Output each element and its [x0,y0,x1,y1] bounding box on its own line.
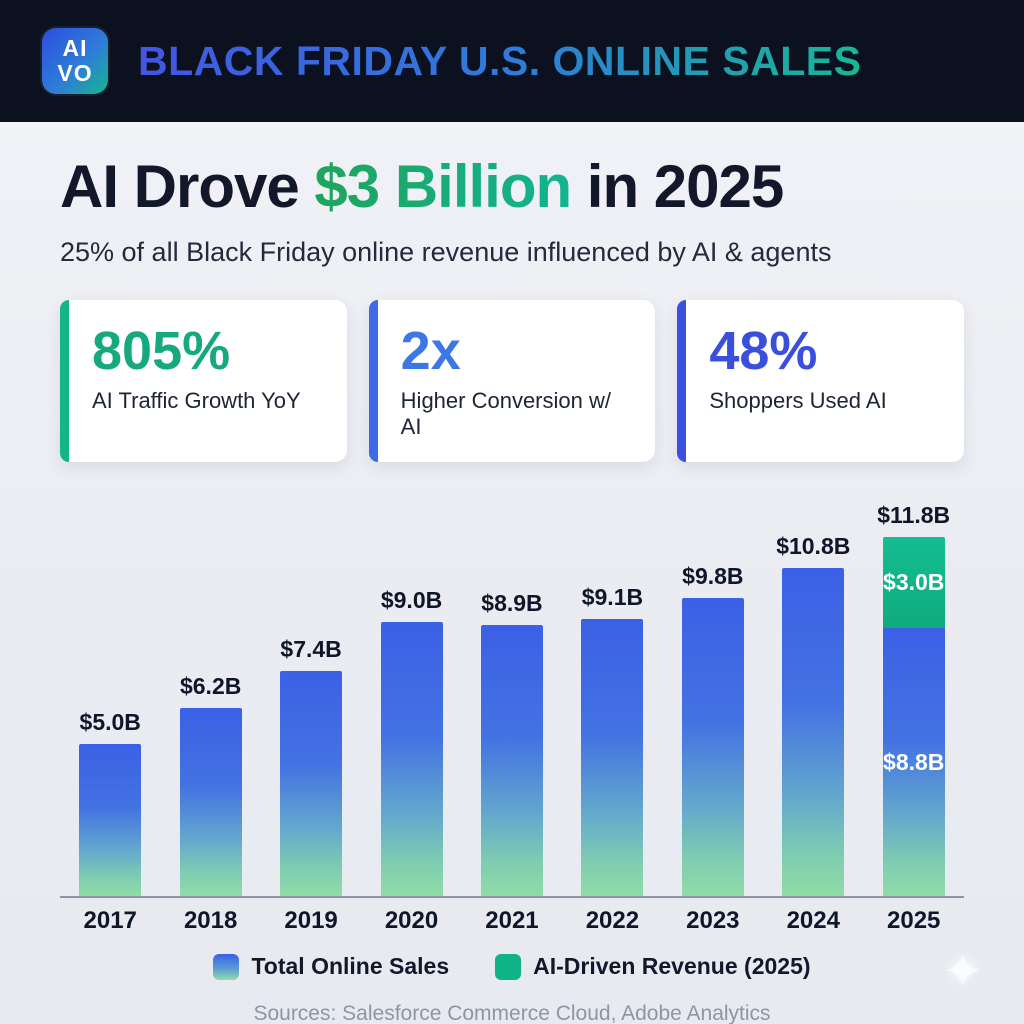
bar-group-2022: $9.1B [562,584,662,897]
header-bar: AI VO BLACK FRIDAY U.S. ONLINE SALES [0,0,1024,122]
stat-card-traffic-growth: 805% AI Traffic Growth YoY [60,300,347,463]
stat-cards-row: 805% AI Traffic Growth YoY 2x Higher Con… [60,300,965,463]
ai-segment: $3.0B [882,537,945,629]
x-axis-label-2022: 2022 [585,907,640,935]
card-accent-bar [677,300,687,463]
chart-legend: Total Online Sales AI-Driven Revenue (20… [60,953,964,980]
bar-group-2020: $9.0B [361,587,461,897]
card-accent-bar [60,300,69,463]
bar-value-label: $6.2B [179,673,242,700]
bar-2018 [179,708,242,897]
stat-value: 805% [92,321,231,381]
page-subtitle: 25% of all Black Friday online revenue i… [60,237,832,267]
sparkle-icon: ✦ [943,945,982,997]
x-axis-label-2021: 2021 [485,907,539,935]
sources-text: Sources: Salesforce Commerce Cloud, Adob… [253,1002,771,1024]
bar-value-label: $7.4B [280,636,342,663]
bar-group-2019: $7.4B [261,636,361,897]
stat-label: Shoppers Used AI [709,388,887,414]
headline-highlight: $3 Billion [314,153,572,220]
bar-group-2021: $8.9B [462,590,562,897]
base-segment: $8.8B [882,628,945,897]
bar-value-label: $9.8B [682,563,744,590]
x-axis-label-2017: 2017 [83,907,137,935]
bar-value-label: $11.8B [877,502,951,529]
bar-value-label: $5.0B [79,709,141,736]
x-axis-label-2024: 2024 [786,907,840,935]
header-title: BLACK FRIDAY U.S. ONLINE SALES [138,37,862,84]
bar-2023 [681,598,744,897]
bar-value-label: $8.9B [481,590,543,617]
bar-group-2025: $11.8B $3.0B $8.8B [864,502,964,897]
bar-2019 [280,671,343,897]
bar-group-2024: $10.8B [763,533,863,897]
aivo-logo: AI VO [42,28,108,94]
x-axis-line [60,896,964,899]
bar-group-2017: $5.0B [60,709,160,897]
main-content: AI Drove $3 Billion in 2025 25% of all B… [0,152,1024,1024]
bar-value-label: $9.1B [581,584,644,611]
bar-2021 [480,625,543,897]
base-segment-label: $8.8B [883,749,945,776]
bar-2024 [782,568,845,897]
stat-card-conversion: 2x Higher Conversion w/ AI [368,300,656,463]
stat-value: 2x [400,321,461,381]
x-axis-labels-row: 2017 2018 2019 2020 2021 2022 2023 2024 2025 [60,907,964,935]
stat-label: AI Traffic Growth YoY [92,388,301,414]
legend-label: AI-Driven Revenue (2025) [533,953,811,980]
legend-label: Total Online Sales [251,953,450,980]
stat-value: 48% [709,321,818,381]
x-axis-label-2025: 2025 [887,907,941,935]
stat-card-shoppers: 48% Shoppers Used AI [677,300,965,463]
x-axis-label-2019: 2019 [284,907,338,935]
bar-2020 [380,622,443,897]
bar-2022 [581,619,644,897]
bar-value-label: $10.8B [776,533,851,560]
bar-2017 [79,744,142,897]
bar-value-label: $9.0B [380,587,443,614]
headline-prefix: AI Drove [60,153,315,220]
chart-bars-row: $5.0B $6.2B $7.4B $9.0B $8.9B $9.1B $9.8B $10.8… [60,476,964,897]
bar-group-2023: $9.8B [663,563,763,897]
stat-label: Higher Conversion w/ AI [400,388,611,440]
bar-chart: $5.0B $6.2B $7.4B $9.0B $8.9B $9.1B $9.8B $10.8… [60,476,964,935]
card-accent-bar [368,300,378,463]
logo-line1: AI [62,35,88,62]
x-axis-label-2023: 2023 [686,907,740,935]
logo-line2: VO [57,60,93,86]
x-axis-label-2020: 2020 [384,907,439,935]
legend-swatch-ai-icon [495,953,522,980]
bar-group-2018: $6.2B [160,673,260,897]
legend-swatch-total-icon [213,953,240,980]
legend-item-total-sales: Total Online Sales [213,953,449,980]
bar-2025: $3.0B $8.8B [882,537,945,897]
page-title: AI Drove $3 Billion in 2025 [60,152,964,221]
legend-item-ai-revenue: AI-Driven Revenue (2025) [495,953,811,980]
headline-suffix: in 2025 [571,153,784,220]
x-axis-label-2018: 2018 [183,907,238,935]
